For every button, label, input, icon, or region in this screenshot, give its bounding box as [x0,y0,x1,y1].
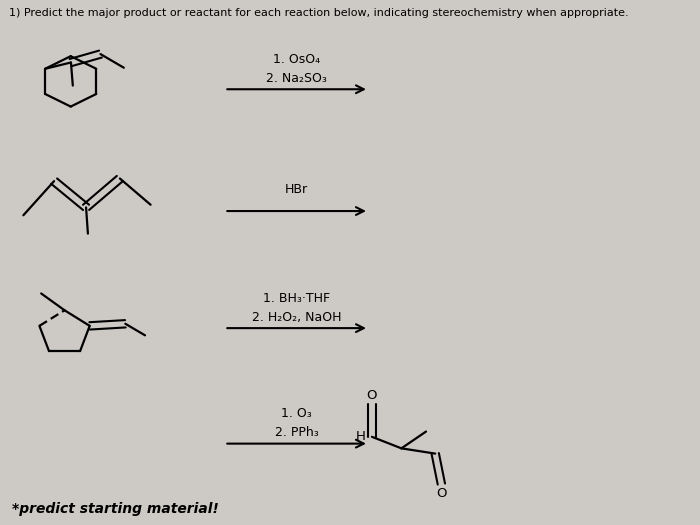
Text: O: O [367,388,377,402]
Text: HBr: HBr [285,183,308,196]
Text: 1) Predict the major product or reactant for each reaction below, indicating ste: 1) Predict the major product or reactant… [9,8,629,18]
Text: 2. H₂O₂, NaOH: 2. H₂O₂, NaOH [252,311,342,324]
Text: H: H [356,430,366,443]
Text: 2. PPh₃: 2. PPh₃ [274,426,319,439]
Text: *predict starting material!: *predict starting material! [13,501,219,516]
Text: 1. OsO₄: 1. OsO₄ [273,52,320,66]
Text: 2. Na₂SO₃: 2. Na₂SO₃ [266,72,327,85]
Text: 1. BH₃·THF: 1. BH₃·THF [263,291,330,304]
Text: 1. O₃: 1. O₃ [281,407,312,420]
Text: O: O [436,487,447,500]
